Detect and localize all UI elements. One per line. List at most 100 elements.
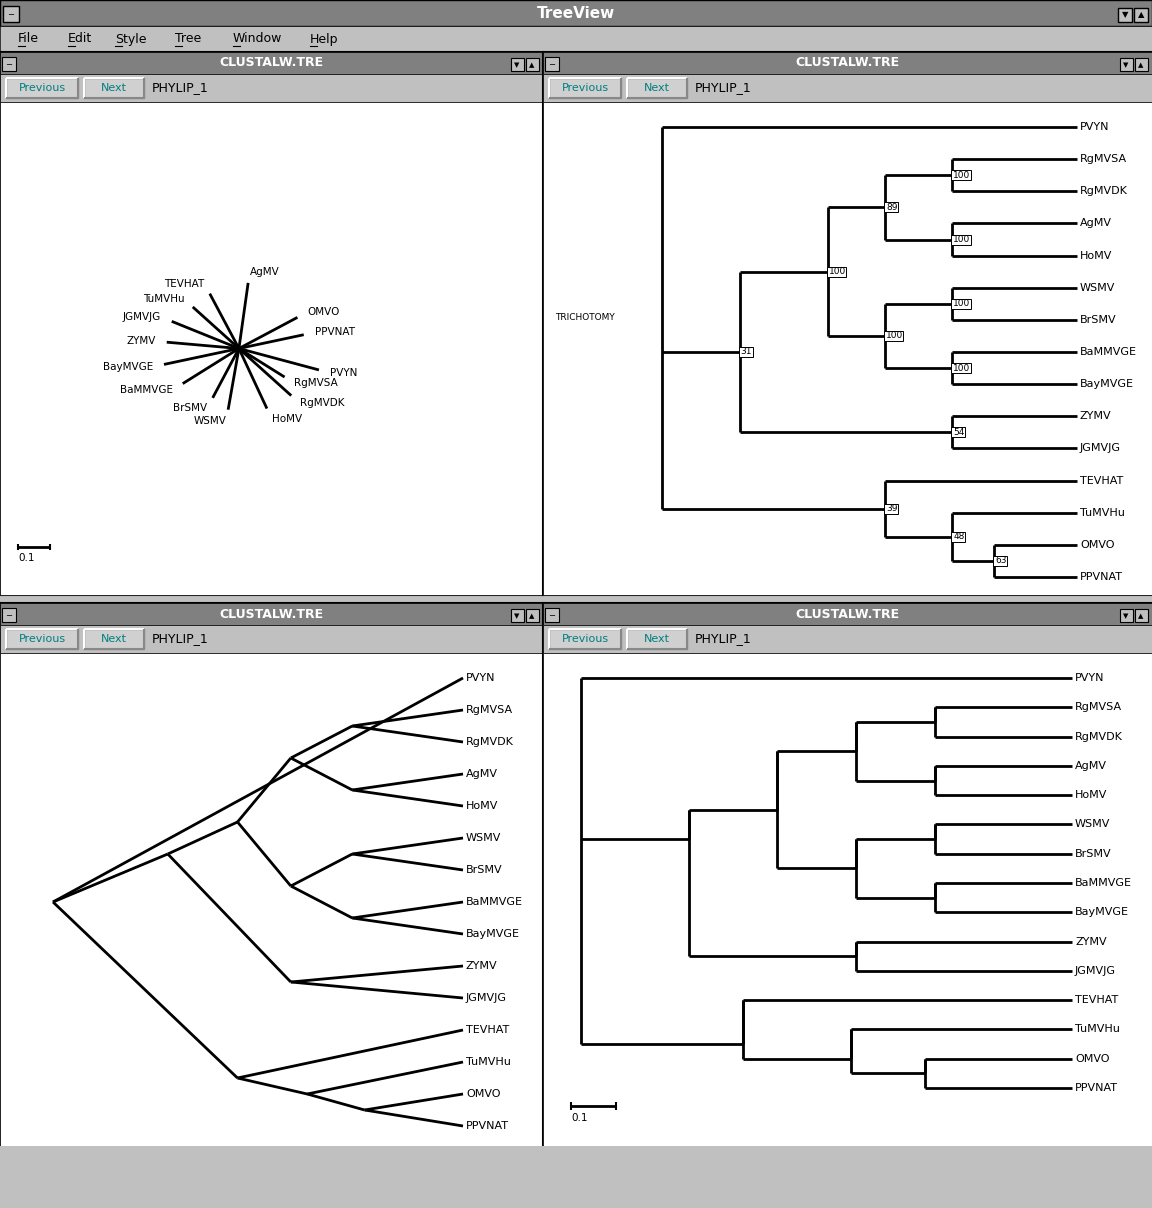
Text: CLUSTALW.TRE: CLUSTALW.TRE [795,608,900,621]
Bar [84,629,144,649]
Text: ZYMV: ZYMV [1081,411,1112,422]
Text: JGMVJG: JGMVJG [1081,443,1121,453]
Bar [545,57,559,71]
Text: TEVHAT: TEVHAT [1075,995,1119,1005]
Bar [1135,609,1149,622]
Bar [884,203,897,213]
Text: ▲: ▲ [1138,612,1144,618]
Text: BrSMV: BrSMV [1075,849,1112,859]
Bar [627,79,687,98]
Bar [884,504,897,513]
Text: OMVO: OMVO [308,307,340,316]
Bar [0,603,543,1146]
Text: BayMVGE: BayMVGE [103,362,153,372]
Text: ZYMV: ZYMV [467,962,498,971]
Text: AgMV: AgMV [1075,761,1107,771]
Bar [2,57,16,71]
Bar [543,625,1152,654]
Text: Tree: Tree [175,33,202,46]
Bar [6,79,78,98]
Text: ▼: ▼ [514,612,520,618]
Text: ─: ─ [7,610,12,620]
Text: TEVHAT: TEVHAT [467,1026,509,1035]
Bar [952,532,965,542]
Text: Help: Help [310,33,339,46]
Bar [627,629,687,649]
Text: TuMVHu: TuMVHu [1081,507,1124,518]
Bar [526,58,539,71]
Text: HoMV: HoMV [272,414,302,424]
Text: PVYN: PVYN [329,368,357,378]
Bar [511,609,524,622]
Bar [1134,8,1149,22]
Bar [2,608,16,622]
Bar [0,52,543,74]
Text: 63: 63 [995,557,1007,565]
Text: PPVNAT: PPVNAT [1075,1084,1117,1093]
Text: AgMV: AgMV [250,267,280,277]
Text: BayMVGE: BayMVGE [467,929,520,939]
Text: TEVHAT: TEVHAT [165,279,204,289]
Text: TuMVHu: TuMVHu [467,1057,510,1067]
Bar [0,654,543,1146]
Text: 39: 39 [886,504,897,513]
Text: TRICHOTOMY: TRICHOTOMY [555,313,615,323]
Text: 89: 89 [886,203,897,211]
Text: Previous: Previous [561,83,608,93]
Text: PVYN: PVYN [1075,673,1105,683]
Text: RgMVDK: RgMVDK [1075,732,1123,742]
Text: RgMVSA: RgMVSA [1081,155,1127,164]
Text: ▲: ▲ [1138,11,1144,19]
Text: File: File [18,33,39,46]
Text: 100: 100 [954,364,971,372]
Text: PVYN: PVYN [467,673,495,683]
Bar [0,101,543,596]
Text: ▲: ▲ [529,62,535,68]
Text: 54: 54 [954,428,965,437]
Text: PHYLIP_1: PHYLIP_1 [695,81,752,94]
Text: RgMVSA: RgMVSA [294,378,338,388]
Text: PHYLIP_1: PHYLIP_1 [695,633,752,645]
Text: ─: ─ [7,59,12,69]
Text: CLUSTALW.TRE: CLUSTALW.TRE [219,608,324,621]
Bar [0,52,543,596]
Text: BaMMVGE: BaMMVGE [1081,347,1137,358]
Bar [993,556,1007,565]
Bar [526,609,539,622]
Text: JGMVJG: JGMVJG [123,312,161,323]
Text: TreeView: TreeView [537,6,615,21]
Text: HoMV: HoMV [1075,790,1107,800]
Text: TEVHAT: TEVHAT [1081,476,1123,486]
Text: TuMVHu: TuMVHu [1075,1024,1120,1034]
Text: Edit: Edit [68,33,92,46]
Text: RgMVDK: RgMVDK [467,737,514,747]
Bar [0,74,543,101]
Bar [3,6,18,22]
Text: BrSMV: BrSMV [467,865,502,875]
Bar [543,603,1152,1146]
Text: AgMV: AgMV [1081,219,1112,228]
Text: BayMVGE: BayMVGE [1075,907,1129,917]
Text: BaMMVGE: BaMMVGE [467,898,523,907]
Text: HoMV: HoMV [1081,250,1113,261]
Text: TuMVHu: TuMVHu [143,295,184,304]
Text: Style: Style [115,33,146,46]
Bar [84,79,144,98]
Bar [550,79,621,98]
Bar [543,101,1152,596]
Bar [1117,8,1132,22]
Text: ▼: ▼ [1123,62,1129,68]
Text: BaMMVGE: BaMMVGE [120,384,173,395]
Text: RgMVDK: RgMVDK [1081,186,1128,196]
Text: PPVNAT: PPVNAT [1081,573,1123,582]
Text: Next: Next [644,634,670,644]
Text: 100: 100 [829,267,846,277]
Text: ▼: ▼ [1123,612,1129,618]
Bar [0,625,543,654]
Text: ▼: ▼ [514,62,520,68]
Text: WSMV: WSMV [1081,283,1115,292]
Text: PPVNAT: PPVNAT [467,1121,509,1131]
Bar [0,0,1152,27]
Bar [952,234,971,244]
Bar [952,428,965,437]
